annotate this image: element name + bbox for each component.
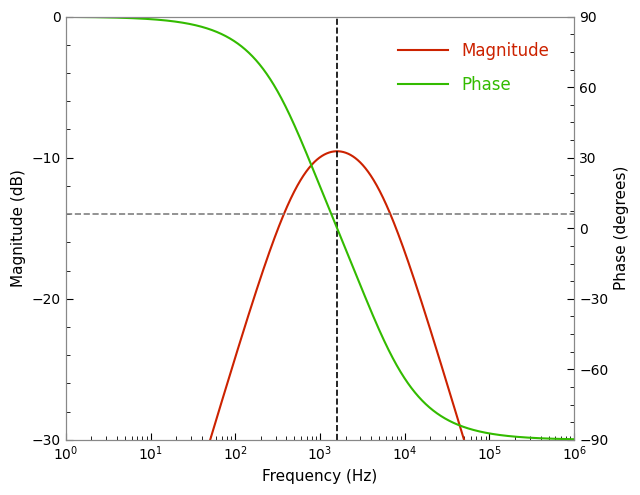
Y-axis label: Phase (degrees): Phase (degrees) — [614, 166, 629, 291]
Y-axis label: Magnitude (dB): Magnitude (dB) — [11, 169, 26, 287]
Legend: Magnitude, Phase: Magnitude, Phase — [381, 25, 566, 111]
X-axis label: Frequency (Hz): Frequency (Hz) — [262, 469, 378, 484]
